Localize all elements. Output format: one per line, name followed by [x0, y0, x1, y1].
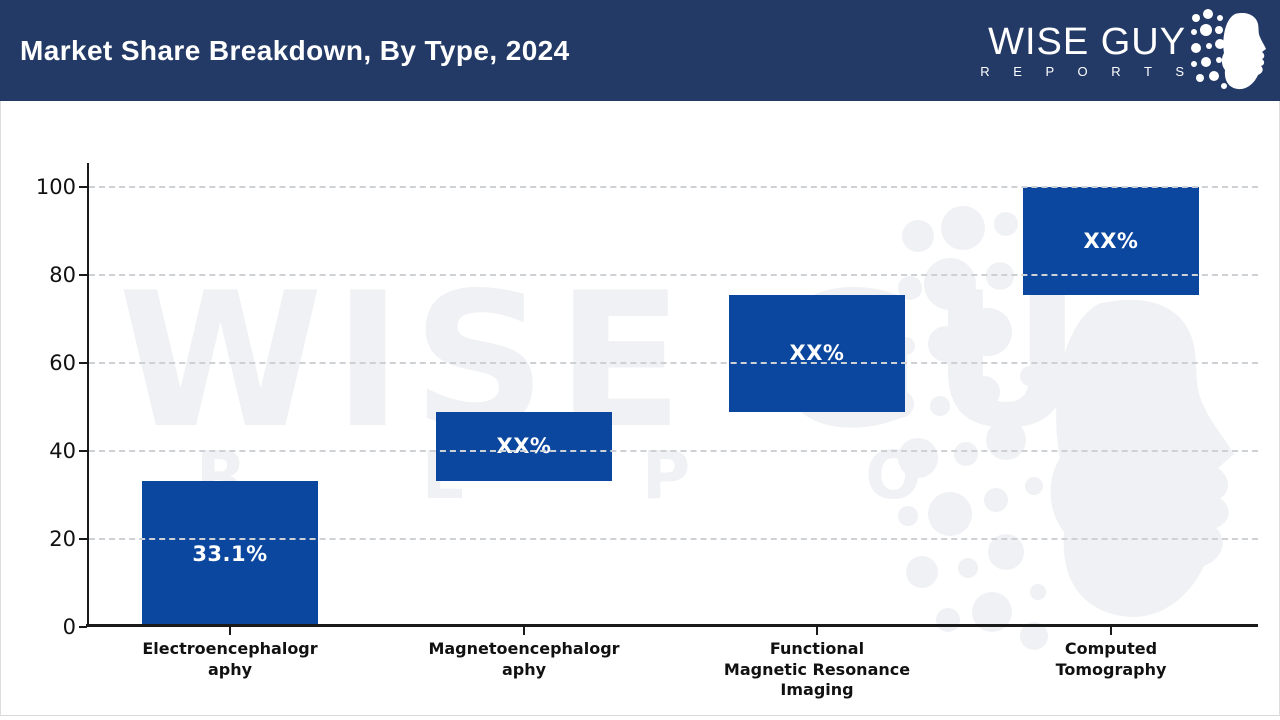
gridline-20 [89, 537, 1258, 540]
brand-logo: WISE GUY R E P O R T S [980, 6, 1266, 96]
y-tick [79, 625, 87, 628]
brand-logo-text: WISE GUY R E P O R T S [980, 22, 1194, 79]
brand-head-icon [1191, 9, 1266, 90]
x-axis-line [86, 624, 1258, 627]
category-label-functional-mri: Functional Magnetic Resonance Imaging [723, 639, 911, 699]
bar-electroencephalography: 33.1% [142, 480, 318, 627]
y-tick [79, 185, 87, 188]
bar-magnetoencephalography: XX% [436, 411, 612, 481]
bar-computed-tomography: XX% [1023, 187, 1199, 296]
y-tick [79, 361, 87, 364]
gridline-60 [89, 361, 1258, 364]
page-title: Market Share Breakdown, By Type, 2024 [20, 34, 570, 66]
brand-subname: R E P O R T S [980, 64, 1194, 79]
category-label-magnetoencephalography: Magnetoencephalogr aphy [428, 639, 620, 679]
gridline-100 [89, 185, 1258, 188]
bar-value-label: XX% [1083, 229, 1139, 254]
brand-name: WISE GUY [988, 21, 1187, 63]
gridline-80 [89, 273, 1258, 276]
y-tick [79, 449, 87, 452]
x-tick [1110, 627, 1112, 635]
y-tick-label: 60 [49, 350, 76, 375]
x-tick [816, 627, 818, 635]
y-tick-label: 100 [35, 174, 76, 199]
y-tick [79, 537, 87, 540]
header-bar: Market Share Breakdown, By Type, 2024 WI… [0, 0, 1280, 101]
gridline-40 [89, 449, 1258, 452]
bar-value-label: 33.1% [192, 541, 268, 566]
y-tick-label: 0 [62, 614, 76, 639]
bar-value-label: XX% [496, 434, 552, 459]
category-label-computed-tomography: Computed Tomography [1055, 639, 1167, 679]
x-tick [229, 627, 231, 635]
y-axis-line [87, 163, 89, 627]
bar-functional-mri: XX% [729, 295, 905, 412]
y-tick [79, 273, 87, 276]
x-tick [523, 627, 525, 635]
y-tick-label: 20 [49, 526, 76, 551]
bar-value-label: XX% [789, 341, 845, 366]
category-label-electroencephalography: Electroencephalogr aphy [142, 639, 318, 679]
y-tick-label: 40 [49, 438, 76, 463]
y-tick-label: 80 [49, 262, 76, 287]
